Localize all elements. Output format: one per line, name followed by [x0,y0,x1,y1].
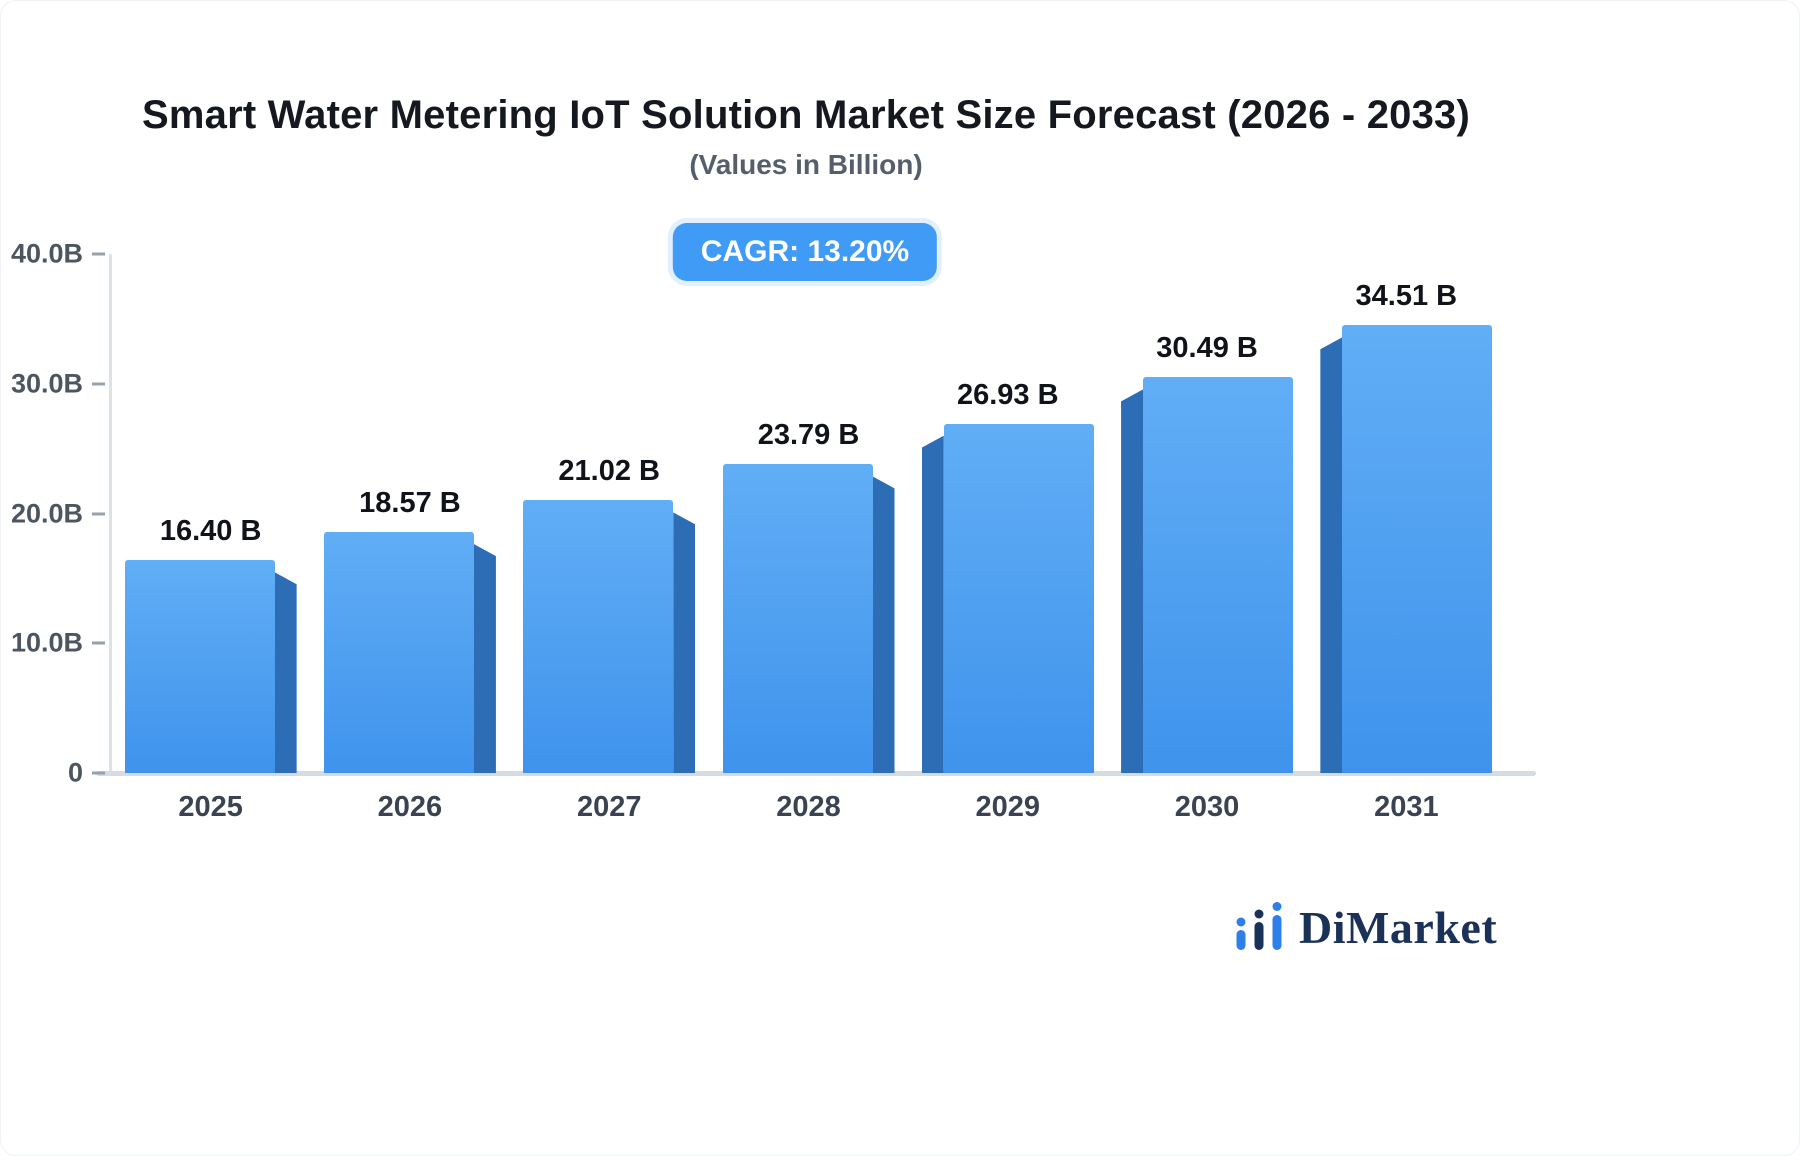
bar-value-label: 26.93 B [956,378,1059,411]
y-tick-label: 30.0B [10,368,83,399]
bar-side-face [673,512,696,773]
plot-area: 16.40 B 18.57 B 21.02 B 23.79 B 26.93 B 30.49… [111,254,1506,773]
bar-value-label: 18.57 B [359,487,461,520]
bar-2027: 21.02 B [523,455,696,773]
bar-front-face [1143,377,1294,773]
x-axis-line [96,771,1536,776]
y-tick: 30.0B [11,368,105,399]
x-tick-label: 2028 [776,791,841,823]
chart-subtitle: (Values in Billion) [689,149,923,180]
cagr-badge: CAGR: 13.20% [672,223,938,281]
bar-2025: 16.40 B [124,515,297,773]
bar-side-face [872,476,895,773]
y-tick-mark [92,512,105,515]
bar-front-face [323,532,474,773]
y-tick-mark [92,641,105,645]
bar-2030: 30.49 B [1121,332,1294,773]
x-tick-label: 2031 [1374,791,1439,823]
bar-2031: 34.51 B [1320,280,1493,773]
y-tick: 0 [68,758,105,789]
y-tick: 20.0B [11,498,105,529]
bar-side-face [1320,337,1343,773]
x-tick-label: 2026 [377,791,443,823]
bar-value-label: 23.79 B [757,419,860,452]
bar-2028: 23.79 B [722,419,895,773]
bar-2026: 18.57 B [323,487,496,773]
y-tick-label: 20.0B [10,498,83,528]
y-tick: 10.0B [11,628,105,659]
bar-side-face [274,572,297,773]
bar-front-face [722,464,873,773]
x-axis: 2025 2026 2027 2028 2029 2030 2031 [111,791,1506,835]
bar-value-label: 21.02 B [558,455,660,488]
y-tick-label: 0 [67,757,83,788]
y-axis-line [109,254,112,775]
bar-side-face [921,435,944,773]
y-tick-mark [92,771,105,775]
x-tick-label: 2025 [178,791,243,823]
y-tick-label: 40.0B [10,238,83,269]
bar-value-label: 30.49 B [1156,332,1258,365]
x-tick-label: 2030 [1174,791,1240,823]
bar-2029: 26.93 B [921,379,1094,773]
x-tick-label: 2029 [975,791,1041,823]
bar-front-face [1342,325,1493,773]
y-axis: 0 10.0B 20.0B 30.0B 40.0B [1,239,105,788]
y-tick-label: 10.0B [10,627,83,658]
dimarket-bars-icon [1233,901,1285,954]
bar-value-label: 34.51 B [1355,280,1458,313]
bar-front-face [124,560,275,773]
bar-value-label: 16.40 B [159,515,262,548]
cagr-badge-label: CAGR: 13.20% [700,235,910,268]
x-tick-label: 2027 [576,791,642,823]
y-tick: 40.0B [11,239,105,270]
bar-front-face [523,500,674,773]
y-tick-mark [92,252,105,256]
bar-side-face [1121,389,1144,773]
brand-name: DiMarket [1299,902,1498,953]
y-tick-mark [92,382,105,386]
bar-side-face [473,544,496,773]
bar-front-face [943,423,1094,773]
chart-title: Smart Water Metering IoT Solution Market… [141,93,1471,137]
brand-logo: DiMarket [1233,901,1497,954]
